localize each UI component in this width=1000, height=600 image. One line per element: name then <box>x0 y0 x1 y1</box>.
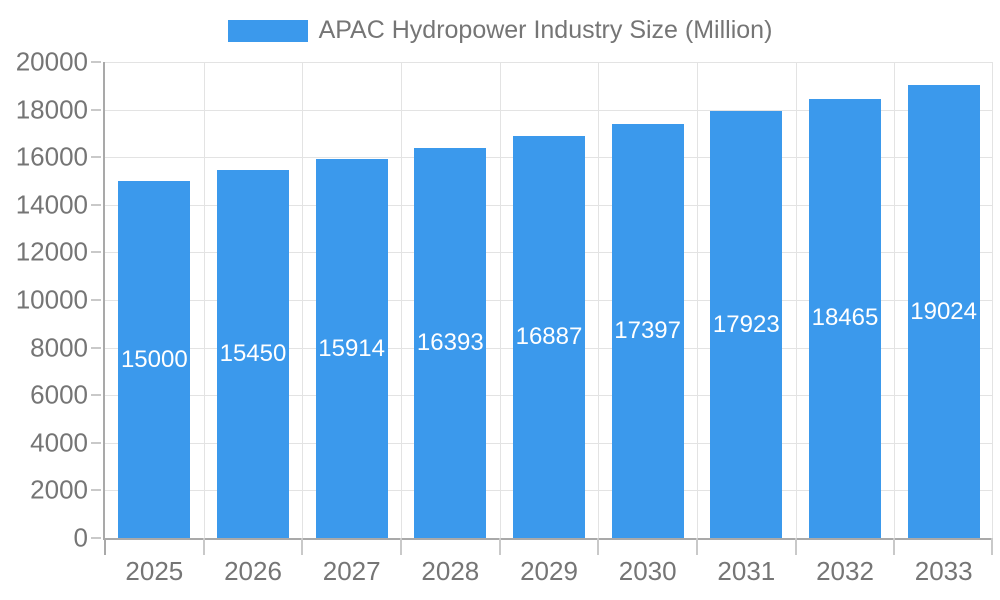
bar-value-label: 17397 <box>614 316 682 344</box>
bar-value-label: 17923 <box>712 310 780 338</box>
bar-column-2033: 19024 <box>894 85 993 538</box>
bar-value-label: 16887 <box>515 323 583 351</box>
x-axis-tick-label: 2032 <box>816 556 874 586</box>
y-axis-tick-mark <box>91 61 101 63</box>
y-axis-tick-mark <box>91 394 101 397</box>
y-axis-tick-mark <box>91 156 101 159</box>
gridline-vertical <box>400 62 402 538</box>
x-axis-tick-label: 2033 <box>914 556 973 586</box>
bar-value-label: 15000 <box>120 345 188 373</box>
y-axis-tick-mark <box>91 251 101 254</box>
x-axis-tick-label: 2030 <box>618 556 677 586</box>
bar-column-2028: 16393 <box>401 147 500 538</box>
bar-value-label: 16393 <box>416 328 484 356</box>
x-axis-tick-label: 2027 <box>322 556 381 586</box>
x-axis-tick-label: 2031 <box>717 556 776 586</box>
bar-2033[interactable]: 19024 <box>907 85 980 538</box>
y-axis-tick-mark <box>91 299 101 301</box>
y-axis-tick-mark <box>91 203 101 206</box>
bar-2026[interactable]: 15450 <box>216 170 289 538</box>
gridline-vertical <box>894 62 896 538</box>
gridline-vertical <box>696 62 698 538</box>
y-axis-tick-label: 14000 <box>15 189 88 220</box>
gridline-vertical <box>795 62 797 538</box>
y-axis-tick-mark <box>91 346 101 349</box>
y-axis-tick-mark <box>91 441 101 444</box>
x-axis-tick-mark <box>794 538 797 555</box>
bar-value-label: 19024 <box>910 297 978 325</box>
y-axis-tick-label: 0 <box>73 522 88 553</box>
bar-2027[interactable]: 15914 <box>315 159 388 538</box>
y-axis-tick-label: 6000 <box>30 379 88 410</box>
bar-2031[interactable]: 17923 <box>710 111 783 538</box>
bar-column-2026: 15450 <box>204 170 303 538</box>
y-axis-tick-mark <box>91 537 101 539</box>
bar-column-2027: 15914 <box>302 159 401 538</box>
y-axis-tick-label: 10000 <box>15 284 88 315</box>
y-axis-tick-label: 18000 <box>15 94 88 125</box>
bar-2029[interactable]: 16887 <box>512 136 585 538</box>
x-axis-tick-label: 2028 <box>421 556 480 586</box>
x-axis-tick-label: 2026 <box>224 556 282 586</box>
x-axis-tick-label: 2025 <box>125 556 184 586</box>
bar-2028[interactable]: 16393 <box>414 147 487 538</box>
y-axis-tick-label: 2000 <box>30 474 88 505</box>
y-axis-tick-label: 12000 <box>15 236 88 267</box>
x-axis-tick-mark <box>893 538 896 555</box>
gridline-vertical <box>203 62 205 538</box>
x-axis-tick-label: 2029 <box>520 556 578 586</box>
bar-value-label: 18465 <box>811 304 879 332</box>
x-axis-tick-mark <box>202 538 205 555</box>
x-axis-tick-mark <box>991 538 993 555</box>
bar-column-2032: 18465 <box>796 98 895 538</box>
x-axis-tick-mark <box>301 538 304 555</box>
gridline-vertical <box>598 62 600 538</box>
x-axis-tick-mark <box>104 538 106 555</box>
bar-value-label: 15450 <box>219 340 287 368</box>
x-axis-tick-mark <box>597 538 600 555</box>
bar-column-2030: 17397 <box>598 123 697 538</box>
x-axis-tick-mark <box>399 538 402 555</box>
y-axis-tick-label: 4000 <box>30 427 88 458</box>
x-axis-tick-mark <box>498 538 501 555</box>
bar-value-label: 15914 <box>318 334 386 362</box>
legend-swatch <box>227 19 308 42</box>
gridline-vertical <box>992 62 993 538</box>
y-axis-tick-label: 16000 <box>15 141 88 172</box>
bar-column-2025: 15000 <box>105 181 204 538</box>
y-axis-tick-label: 20000 <box>15 46 88 77</box>
gridline-vertical <box>302 62 304 538</box>
bar-2030[interactable]: 17397 <box>611 123 684 538</box>
y-axis-tick-label: 8000 <box>30 332 88 363</box>
plot-area: 0 2000 4000 6000 8000 10000 12000 14000 16000 180… <box>16 47 993 586</box>
y-axis-tick-mark <box>91 108 101 111</box>
legend[interactable]: APAC Hydropower Industry Size (Million) <box>0 16 1000 45</box>
bar-column-2031: 17923 <box>697 111 796 538</box>
legend-label: APAC Hydropower Industry Size (Million) <box>318 16 773 44</box>
bar-2025[interactable]: 15000 <box>118 181 191 538</box>
bar-column-2029: 16887 <box>500 136 599 538</box>
x-axis-tick-mark <box>695 538 698 555</box>
y-axis-tick-mark <box>91 489 101 492</box>
bar-2032[interactable]: 18465 <box>808 98 881 538</box>
gridline-horizontal <box>105 62 993 63</box>
gridline-vertical <box>499 62 501 538</box>
gridline-horizontal <box>105 109 993 111</box>
